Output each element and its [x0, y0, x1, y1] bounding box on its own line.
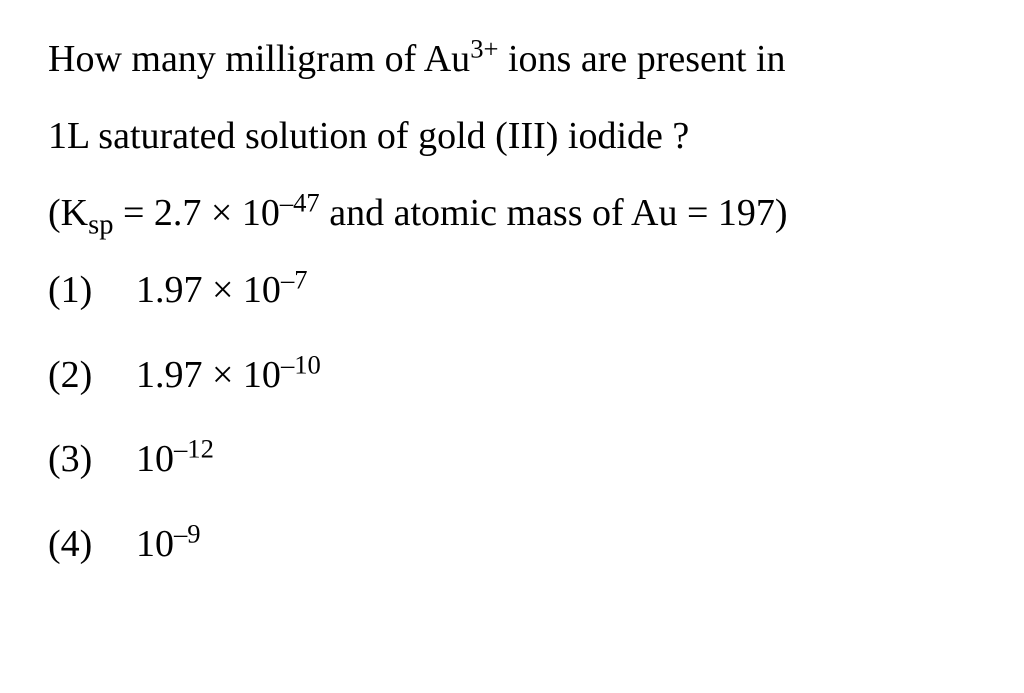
option-value: 1.97 × 10–7	[136, 261, 308, 320]
option-number: (2)	[48, 346, 118, 405]
option-3[interactable]: (3) 10–12	[48, 430, 984, 489]
option-mantissa: 1.97 × 10	[136, 269, 281, 311]
question-given: (Ksp = 2.7 × 10–47 and atomic mass of Au…	[48, 184, 984, 243]
q-line1-sup: 3+	[470, 33, 498, 63]
option-2[interactable]: (2) 1.97 × 10–10	[48, 346, 984, 405]
option-number: (1)	[48, 261, 118, 320]
given-post: and atomic mass of Au = 197)	[320, 192, 788, 234]
option-number: (4)	[48, 515, 118, 574]
option-mantissa: 1.97 × 10	[136, 354, 281, 396]
question-line-2: 1L saturated solution of gold (III) iodi…	[48, 107, 984, 166]
option-value: 10–12	[136, 430, 214, 489]
q-line1-post: ions are present in	[498, 38, 785, 80]
option-exponent: –10	[281, 349, 321, 379]
question-stem: How many milligram of Au3+ ions are pres…	[48, 30, 984, 243]
option-1[interactable]: (1) 1.97 × 10–7	[48, 261, 984, 320]
q-line1-pre: How many milligram of Au	[48, 38, 470, 80]
option-exponent: –9	[174, 519, 201, 549]
option-mantissa: 10	[136, 523, 174, 565]
question-page: How many milligram of Au3+ ions are pres…	[0, 0, 1024, 630]
option-value: 10–9	[136, 515, 201, 574]
given-sub: sp	[88, 209, 113, 240]
option-number: (3)	[48, 430, 118, 489]
given-pre: (K	[48, 192, 88, 234]
option-exponent: –7	[281, 264, 308, 294]
option-4[interactable]: (4) 10–9	[48, 515, 984, 574]
options-list: (1) 1.97 × 10–7 (2) 1.97 × 10–10 (3) 10–…	[48, 261, 984, 575]
option-mantissa: 10	[136, 438, 174, 480]
option-exponent: –12	[174, 434, 214, 464]
option-value: 1.97 × 10–10	[136, 346, 321, 405]
given-mid: = 2.7 × 10	[113, 192, 279, 234]
given-exp: –47	[280, 187, 320, 217]
question-line-1: How many milligram of Au3+ ions are pres…	[48, 30, 984, 89]
